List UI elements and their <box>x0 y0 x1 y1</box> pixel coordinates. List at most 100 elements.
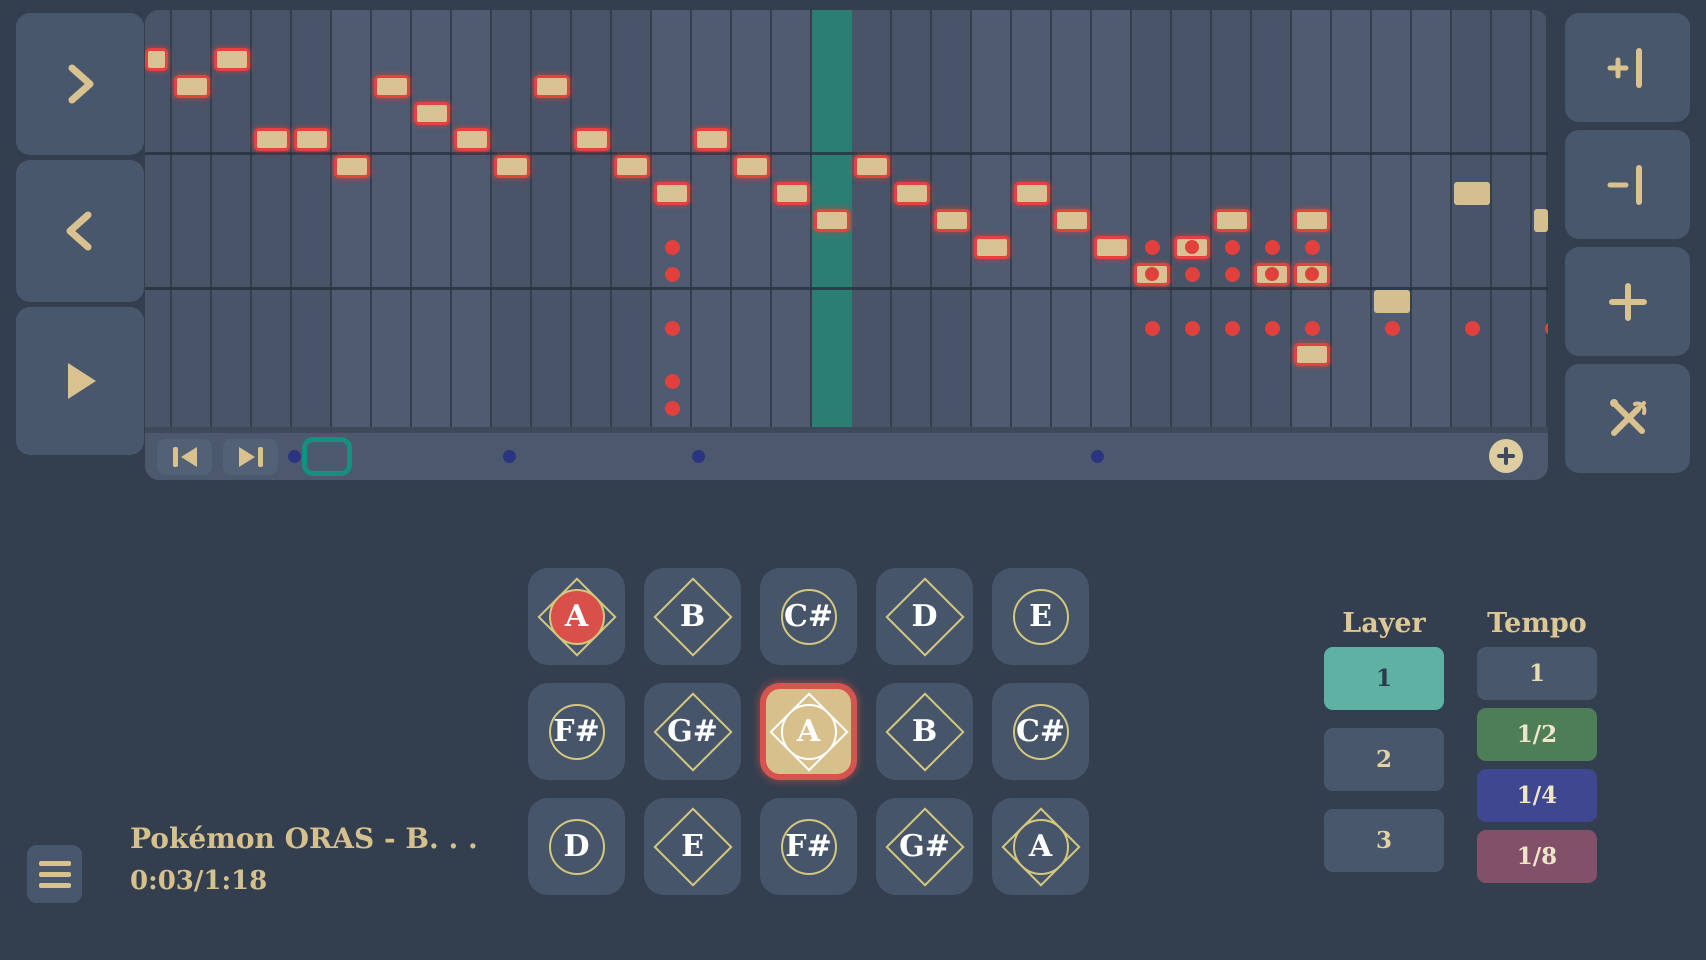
layer-note-dot[interactable] <box>1304 320 1320 336</box>
layer-note-dot[interactable] <box>1384 320 1400 336</box>
play-button[interactable] <box>16 307 144 455</box>
note[interactable] <box>254 128 290 152</box>
timeline-section-marker[interactable] <box>288 450 301 463</box>
grid-column[interactable] <box>1172 10 1212 427</box>
grid-column[interactable] <box>852 10 892 427</box>
timeline-section-marker[interactable] <box>1091 450 1104 463</box>
grid-column[interactable] <box>1332 10 1372 427</box>
note[interactable] <box>1294 343 1330 367</box>
menu-button[interactable] <box>27 845 82 903</box>
note[interactable] <box>814 209 850 233</box>
note-key-d-3[interactable]: D <box>876 568 973 665</box>
note[interactable] <box>974 235 1010 259</box>
note[interactable] <box>374 74 410 98</box>
grid-column[interactable] <box>492 10 532 427</box>
note[interactable] <box>534 74 570 98</box>
note-key-cs-2[interactable]: C# <box>760 568 857 665</box>
grid-column[interactable] <box>212 10 252 427</box>
note-key-a-0[interactable]: A <box>528 568 625 665</box>
grid-column[interactable] <box>1452 10 1492 427</box>
timeline-bar[interactable] <box>145 433 1548 480</box>
timeline-section-marker[interactable] <box>503 450 516 463</box>
note[interactable] <box>414 101 450 125</box>
note[interactable] <box>1254 262 1290 286</box>
note[interactable] <box>1174 235 1210 259</box>
layer-note-dot[interactable] <box>1544 320 1548 336</box>
note[interactable] <box>145 47 168 71</box>
note[interactable] <box>214 47 250 71</box>
note-key-e-11[interactable]: E <box>644 798 741 895</box>
note[interactable] <box>934 209 970 233</box>
note-key-d-10[interactable]: D <box>528 798 625 895</box>
note[interactable] <box>1374 289 1410 313</box>
note-key-b-1[interactable]: B <box>644 568 741 665</box>
note[interactable] <box>1094 235 1130 259</box>
grid-column[interactable] <box>1132 10 1172 427</box>
grid-column[interactable] <box>372 10 412 427</box>
grid-column[interactable] <box>772 10 812 427</box>
tempo-option-1-4[interactable]: 1/4 <box>1477 769 1597 822</box>
note-key-fs-12[interactable]: F# <box>760 798 857 895</box>
note[interactable] <box>574 128 610 152</box>
grid-column[interactable] <box>1372 10 1412 427</box>
note[interactable] <box>494 155 530 179</box>
note-key-e-4[interactable]: E <box>992 568 1089 665</box>
grid-column[interactable] <box>612 10 652 427</box>
grid-column[interactable] <box>1092 10 1132 427</box>
tempo-option-1-8[interactable]: 1/8 <box>1477 830 1597 883</box>
tempo-option-1-2[interactable]: 1/2 <box>1477 708 1597 761</box>
grid-column[interactable] <box>1252 10 1292 427</box>
grid-column[interactable] <box>292 10 332 427</box>
add-button[interactable] <box>1565 247 1690 356</box>
note[interactable] <box>894 182 930 206</box>
note[interactable] <box>1294 209 1330 233</box>
note[interactable] <box>614 155 650 179</box>
layer-note-dot[interactable] <box>1224 266 1240 282</box>
layer-note-dot[interactable] <box>1224 239 1240 255</box>
note-key-a-14[interactable]: A <box>992 798 1089 895</box>
grid-column[interactable] <box>732 10 772 427</box>
note-key-fs-5[interactable]: F# <box>528 683 625 780</box>
note[interactable] <box>774 182 810 206</box>
note[interactable] <box>1134 262 1170 286</box>
grid-column[interactable] <box>1492 10 1532 427</box>
skip-to-end-button[interactable] <box>223 439 278 475</box>
timeline-selection[interactable] <box>302 437 352 476</box>
note[interactable] <box>334 155 370 179</box>
tempo-option-1[interactable]: 1 <box>1477 647 1597 700</box>
layer-option-1[interactable]: 1 <box>1324 647 1444 710</box>
layer-note-dot[interactable] <box>1144 239 1160 255</box>
grid-column[interactable] <box>972 10 1012 427</box>
tools-button[interactable] <box>1565 364 1690 473</box>
grid-column[interactable] <box>652 10 692 427</box>
note[interactable] <box>1534 209 1548 233</box>
layer-note-dot[interactable] <box>1184 266 1200 282</box>
note[interactable] <box>654 182 690 206</box>
grid-column[interactable] <box>172 10 212 427</box>
note[interactable] <box>1054 209 1090 233</box>
grid-column[interactable] <box>252 10 292 427</box>
note[interactable] <box>854 155 890 179</box>
layer-note-dot[interactable] <box>664 374 680 390</box>
timeline-section-marker[interactable] <box>692 450 705 463</box>
remove-column-button[interactable] <box>1565 130 1690 239</box>
grid-column[interactable] <box>332 10 372 427</box>
timeline-add-button[interactable] <box>1489 439 1523 473</box>
note-key-a-7[interactable]: A <box>760 683 857 780</box>
skip-to-start-button[interactable] <box>157 439 212 475</box>
note-grid[interactable] <box>145 10 1548 427</box>
grid-column[interactable] <box>145 10 172 427</box>
note-key-gs-6[interactable]: G# <box>644 683 741 780</box>
layer-option-3[interactable]: 3 <box>1324 809 1444 872</box>
scroll-left-button[interactable] <box>16 160 144 302</box>
layer-option-2[interactable]: 2 <box>1324 728 1444 791</box>
layer-note-dot[interactable] <box>1304 239 1320 255</box>
grid-column[interactable] <box>892 10 932 427</box>
layer-note-dot[interactable] <box>664 239 680 255</box>
scroll-right-button[interactable] <box>16 13 144 155</box>
grid-column[interactable] <box>412 10 452 427</box>
note-key-cs-9[interactable]: C# <box>992 683 1089 780</box>
layer-note-dot[interactable] <box>1264 320 1280 336</box>
layer-note-dot[interactable] <box>1184 320 1200 336</box>
layer-note-dot[interactable] <box>1144 320 1160 336</box>
